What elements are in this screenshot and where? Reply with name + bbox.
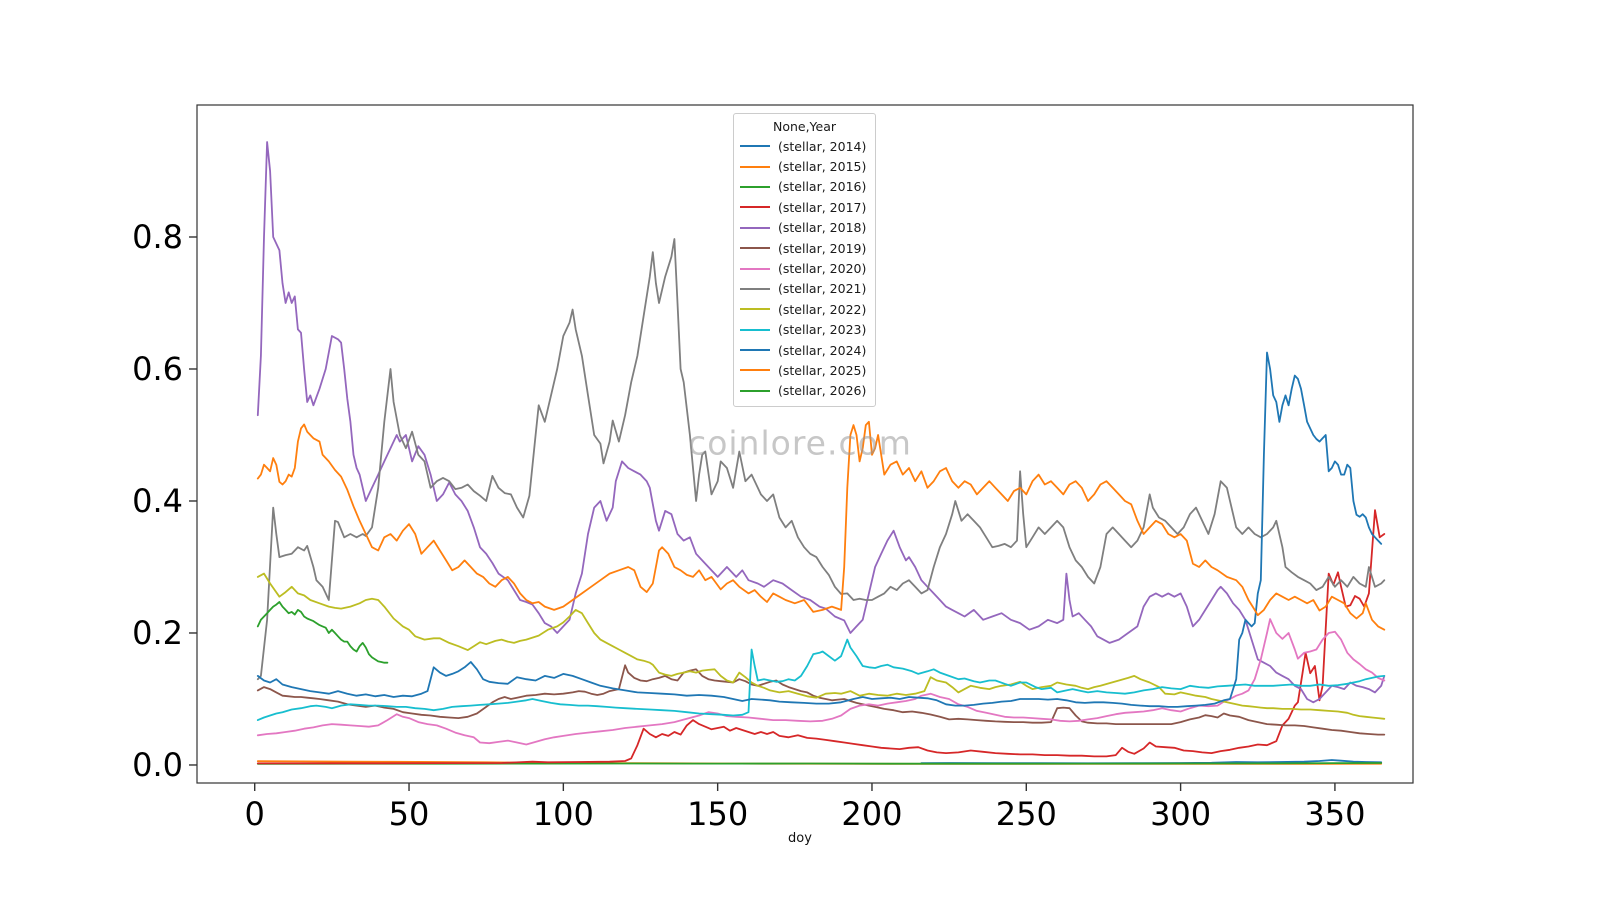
legend-entry: (stellar, 2020) — [740, 258, 869, 278]
legend-label: (stellar, 2024) — [778, 342, 867, 358]
legend-label: (stellar, 2014) — [778, 138, 867, 154]
series-line-2020 — [256, 618, 1386, 746]
series-line-2023 — [256, 638, 1386, 721]
legend-line-sample — [740, 287, 770, 290]
legend-label: (stellar, 2023) — [778, 322, 867, 338]
legend-entry: (stellar, 2015) — [740, 156, 869, 176]
legend-label: (stellar, 2017) — [778, 199, 867, 215]
legend-label: (stellar, 2018) — [778, 220, 867, 236]
x-tick-label: 250 — [996, 795, 1057, 833]
series-line-2022 — [256, 572, 1386, 720]
legend-line-sample — [740, 206, 770, 209]
legend-line-sample — [740, 247, 770, 250]
legend: None,Year (stellar, 2014) (stellar, 2015)… — [733, 113, 876, 408]
legend-label: (stellar, 2020) — [778, 261, 867, 277]
legend-entry: (stellar, 2019) — [740, 238, 869, 258]
legend-line-sample — [740, 185, 770, 188]
legend-line-sample — [740, 226, 770, 229]
legend-label: (stellar, 2019) — [778, 240, 867, 256]
y-tick-label: 0.6 — [132, 350, 183, 388]
legend-entry: (stellar, 2018) — [740, 218, 869, 238]
x-axis-label: doy — [788, 831, 812, 846]
y-tick-label: 0.8 — [132, 218, 183, 256]
x-tick-label: 50 — [389, 795, 430, 833]
legend-entry: (stellar, 2016) — [740, 177, 869, 197]
legend-line-sample — [740, 328, 770, 331]
legend-label: (stellar, 2026) — [778, 383, 867, 399]
series-line-2026 — [256, 601, 389, 664]
legend-label: (stellar, 2025) — [778, 362, 867, 378]
y-tick-label: 0.2 — [132, 614, 183, 652]
legend-label: (stellar, 2015) — [778, 159, 867, 175]
legend-entry: (stellar, 2023) — [740, 320, 869, 340]
legend-title: None,Year — [772, 119, 837, 134]
y-tick-label: 0.4 — [132, 482, 183, 520]
series-line-2017 — [256, 509, 1386, 765]
legend-line-sample — [740, 369, 770, 372]
legend-entries: (stellar, 2014) (stellar, 2015) (stellar, … — [740, 136, 869, 401]
legend-line-sample — [740, 267, 770, 270]
legend-line-sample — [740, 308, 770, 311]
legend-line-sample — [740, 165, 770, 168]
legend-line-sample — [740, 145, 770, 148]
legend-line-sample — [740, 389, 770, 392]
series-line-2024 — [256, 351, 1383, 708]
x-tick-label: 350 — [1304, 795, 1365, 833]
x-tick-label: 150 — [687, 795, 748, 833]
x-tick-label: 200 — [841, 795, 902, 833]
legend-entry: (stellar, 2021) — [740, 279, 869, 299]
legend-label: (stellar, 2021) — [778, 281, 867, 297]
x-tick-label: 0 — [245, 795, 265, 833]
series-line-2019 — [256, 664, 1386, 736]
y-tick-label: 0.0 — [132, 746, 183, 784]
legend-entry: (stellar, 2022) — [740, 299, 869, 319]
series-line-2025 — [256, 420, 1386, 631]
legend-entry: (stellar, 2026) — [740, 381, 869, 401]
legend-line-sample — [740, 349, 770, 352]
legend-entry: (stellar, 2024) — [740, 340, 869, 360]
series-line-2021 — [256, 238, 1386, 681]
legend-label: (stellar, 2016) — [778, 179, 867, 195]
legend-entry: (stellar, 2025) — [740, 360, 869, 380]
series-line-2018 — [256, 141, 1386, 704]
x-tick-label: 300 — [1150, 795, 1211, 833]
legend-entry: (stellar, 2017) — [740, 197, 869, 217]
legend-label: (stellar, 2022) — [778, 301, 867, 317]
legend-entry: (stellar, 2014) — [740, 136, 869, 156]
x-tick-label: 100 — [533, 795, 594, 833]
